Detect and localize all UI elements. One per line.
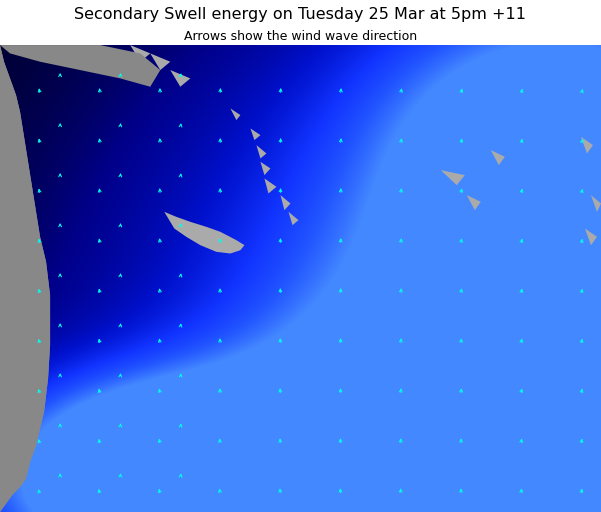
Polygon shape <box>230 109 240 120</box>
Polygon shape <box>264 179 276 194</box>
Polygon shape <box>164 212 245 253</box>
Polygon shape <box>585 228 597 245</box>
Polygon shape <box>581 137 593 154</box>
Polygon shape <box>170 70 191 87</box>
Polygon shape <box>281 195 290 210</box>
Polygon shape <box>591 195 601 212</box>
Polygon shape <box>130 45 150 62</box>
Polygon shape <box>251 129 260 140</box>
Polygon shape <box>0 45 160 87</box>
Polygon shape <box>0 45 50 512</box>
Polygon shape <box>110 28 130 45</box>
Polygon shape <box>257 145 266 158</box>
Polygon shape <box>60 0 76 5</box>
Polygon shape <box>288 212 299 225</box>
Polygon shape <box>0 45 50 512</box>
Polygon shape <box>90 12 110 28</box>
Text: Secondary Swell energy on Tuesday 25 Mar at 5pm +11: Secondary Swell energy on Tuesday 25 Mar… <box>75 7 526 22</box>
Polygon shape <box>260 162 270 175</box>
Polygon shape <box>491 150 505 165</box>
Polygon shape <box>441 170 465 185</box>
Text: Arrows show the wind wave direction: Arrows show the wind wave direction <box>184 30 417 44</box>
Polygon shape <box>150 53 170 70</box>
Polygon shape <box>467 195 481 210</box>
